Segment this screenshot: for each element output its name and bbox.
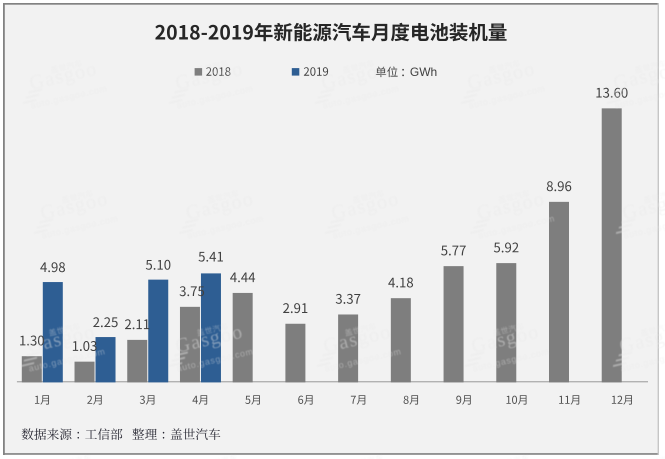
svg-text:GWh: GWh [410, 65, 437, 79]
